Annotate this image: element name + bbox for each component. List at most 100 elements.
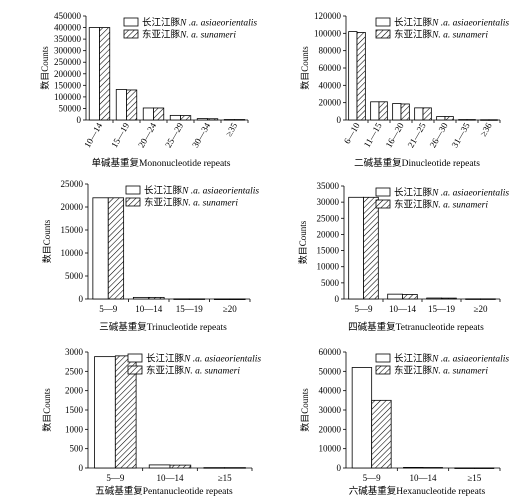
x-tick-label: 5—9: [363, 473, 382, 483]
y-tick-label: 5000: [321, 278, 340, 288]
x-tick-label: ≥20: [223, 304, 237, 314]
y-tick-label: 20000: [319, 424, 342, 434]
chart-caption: 五碱基重复Pentanucleotide repeats: [95, 485, 233, 497]
chart-panel-4: 0 5000 10000 15000 20000 25000 30000 35000 数目Cou…: [297, 181, 509, 333]
bar-series1: [173, 298, 190, 300]
bar-series2: [363, 196, 379, 300]
x-tick-label: 20—24: [136, 121, 158, 150]
y-tick-label: 0: [337, 115, 342, 125]
bar-series2: [480, 298, 496, 300]
chart-caption: 六碱基重复Hexanucleotide repeats: [349, 485, 486, 497]
chart-caption: 三碱基重复Trinucleotide repeats: [99, 321, 227, 333]
y-tick-label: 150000: [54, 80, 82, 90]
y-tick-label: 1000: [65, 424, 84, 434]
legend-label-1: 长江江豚N .a. asiaeorientalis: [142, 17, 257, 29]
y-axis-label: 数目Counts: [41, 219, 52, 263]
bar-series1: [351, 367, 373, 469]
y-tick-label: 0: [79, 294, 84, 304]
bar-series1: [142, 107, 154, 121]
x-tick-label: ≥36: [478, 121, 494, 139]
legend-label-1: 长江江豚N .a. asiaeorientalis: [146, 353, 261, 365]
legend-label-2: 东亚江豚N. a. sunameri: [144, 197, 238, 209]
y-tick-label: 0: [77, 115, 82, 125]
x-tick-label: 5—9: [355, 304, 374, 314]
legend-cn: 长江江豚: [142, 17, 181, 29]
x-tick-label: 10—14: [410, 473, 438, 483]
legend-swatch-1: [375, 17, 391, 27]
legend-cn: 东亚江豚: [146, 365, 185, 377]
x-tick-label: 10—14: [135, 304, 163, 314]
bar-series2: [169, 464, 192, 469]
chart-panel-6: 0 10000 20000 30000 40000 50000 60000 数目Counts 5…: [299, 347, 509, 497]
legend-label-2: 东亚江豚N. a. sunameri: [394, 199, 488, 211]
bar-series2: [234, 119, 246, 121]
bar-series2: [444, 116, 454, 121]
bar-series2: [224, 467, 246, 469]
bar-series1: [348, 31, 358, 121]
bar-series1: [115, 89, 127, 121]
chart-panel-5: 0 500 1000 1500 2000 2500 3000 数目Counts 5—9 10—14…: [41, 347, 261, 497]
y-tick-label: 0: [79, 463, 84, 473]
legend-swatch-2: [375, 365, 391, 375]
y-tick-label: 0: [337, 463, 342, 473]
bar-series1: [458, 119, 468, 121]
bar-series1: [348, 196, 364, 300]
legend-latin: N. a. sunameri: [431, 31, 488, 41]
x-tick-label: 25—29: [163, 121, 185, 150]
y-tick-label: 450000: [54, 11, 82, 21]
bar-series2: [371, 399, 392, 469]
legend-label-2: 东亚江豚N. a. sunameri: [394, 29, 488, 41]
bar-series2: [422, 467, 443, 469]
y-tick-label: 10000: [61, 248, 84, 258]
bar-series2: [148, 296, 165, 300]
y-tick-label: 10000: [319, 444, 342, 454]
bar-series2: [466, 119, 476, 121]
y-tick-label: 50000: [319, 366, 342, 376]
x-tick-label: ≥20: [474, 304, 488, 314]
bar-series1: [148, 464, 171, 469]
legend-cn: 东亚江豚: [142, 29, 181, 41]
x-tick-label: 30—34: [190, 121, 212, 150]
legend-swatch-1: [375, 353, 391, 363]
bar-series2: [188, 298, 206, 300]
x-tick-label: 15—19: [176, 304, 204, 314]
y-tick-label: 3000: [65, 347, 84, 357]
y-tick-label: 30000: [317, 197, 340, 207]
legend-cn: 东亚江豚: [144, 197, 183, 209]
bar-series1: [403, 467, 424, 469]
bar-series2: [114, 355, 137, 469]
legend-cn: 东亚江豚: [394, 29, 433, 41]
legend-swatch-1: [127, 353, 143, 363]
bar-series1: [387, 293, 403, 300]
y-tick-label: 20000: [319, 98, 342, 108]
bar-series1: [213, 298, 231, 300]
bar-series2: [180, 115, 192, 121]
legend-cn: 东亚江豚: [394, 199, 433, 211]
bar-series1: [426, 297, 442, 300]
bar-series1: [92, 197, 109, 300]
y-axis-label: 数目Counts: [299, 388, 310, 432]
bar-series1: [436, 116, 446, 121]
y-tick-label: 200000: [54, 69, 82, 79]
legend-latin: N. a. sunameri: [179, 31, 236, 41]
legend-label-2: 东亚江豚N. a. sunameri: [142, 29, 236, 41]
bar-series2: [153, 107, 165, 121]
legend-cn: 长江江豚: [394, 187, 433, 199]
y-tick-label: 20000: [317, 229, 340, 239]
bar-series2: [207, 118, 219, 121]
y-tick-label: 250000: [54, 57, 82, 67]
legend-latin: N. a. sunameri: [183, 367, 240, 377]
y-tick-label: 60000: [319, 63, 342, 73]
bar-series2: [378, 101, 388, 121]
y-tick-label: 30000: [319, 405, 342, 415]
x-tick-label: 10—14: [157, 473, 185, 483]
y-tick-label: 15000: [317, 246, 340, 256]
bar-series1: [465, 298, 481, 300]
legend-latin: N .a. asiaeorientalis: [431, 355, 509, 365]
legend-swatch-2: [375, 199, 391, 209]
y-axis-label: 数目Counts: [41, 388, 52, 432]
y-tick-label: 100000: [54, 92, 82, 102]
legend-label-1: 长江江豚N .a. asiaeorientalis: [394, 17, 509, 29]
y-tick-label: 40000: [319, 80, 342, 90]
